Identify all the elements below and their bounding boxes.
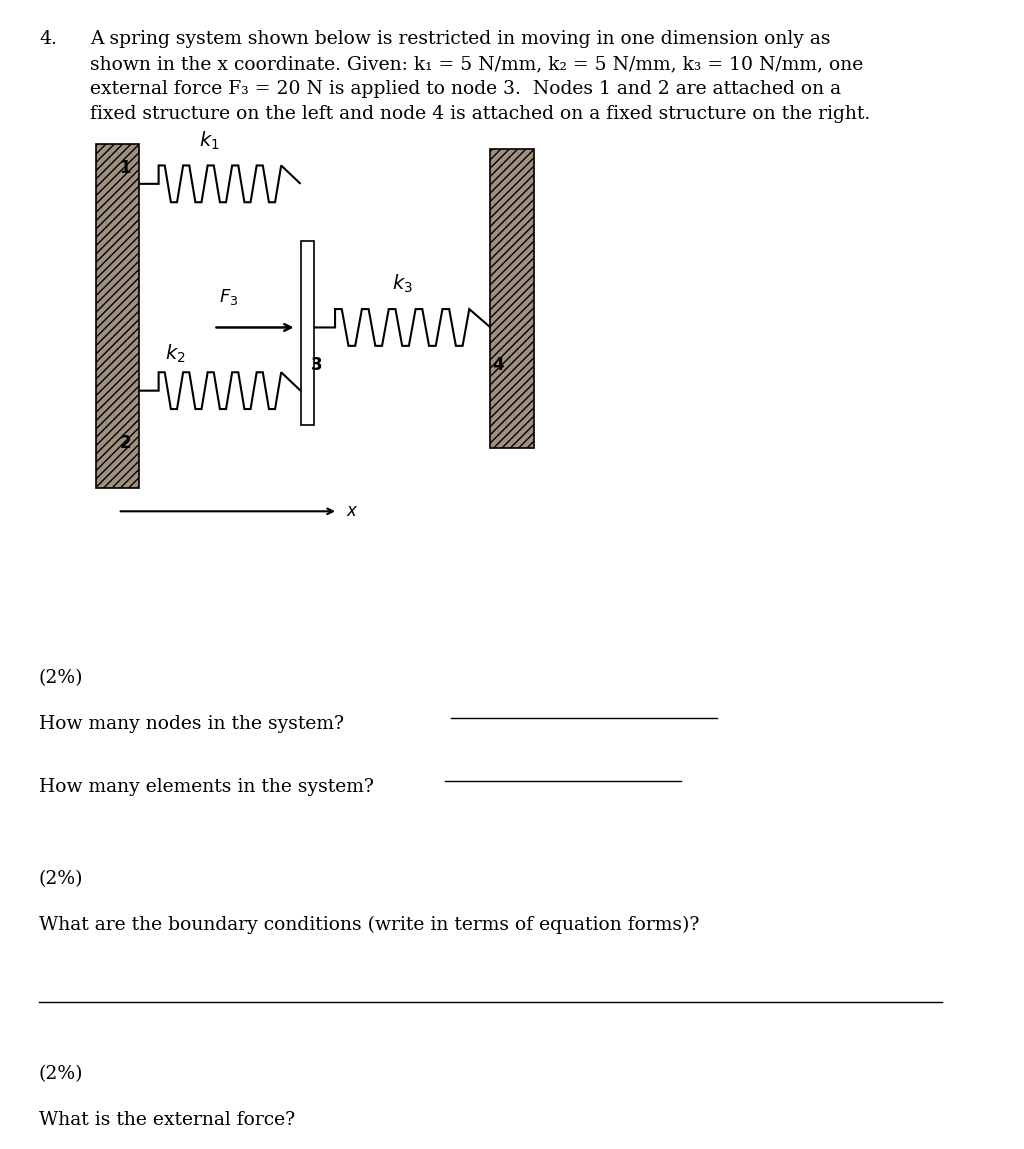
Text: (2%): (2%) (39, 669, 83, 687)
Text: 3: 3 (311, 356, 323, 375)
Text: How many elements in the system?: How many elements in the system? (39, 778, 374, 796)
Text: How many nodes in the system?: How many nodes in the system? (39, 715, 344, 733)
Text: $x$: $x$ (346, 502, 358, 520)
Bar (301, 241, 313, 425)
Text: 2: 2 (120, 434, 131, 453)
Text: What is the external force?: What is the external force? (39, 1111, 295, 1129)
Text: $F_3$: $F_3$ (218, 287, 238, 307)
Bar (96, 144, 139, 488)
Bar (96, 144, 139, 488)
Text: A spring system shown below is restricted in moving in one dimension only as
sho: A spring system shown below is restricte… (90, 30, 870, 123)
Text: $k_3$: $k_3$ (392, 273, 413, 295)
Text: $k_1$: $k_1$ (200, 130, 220, 152)
Bar (490, 149, 534, 448)
Text: 4: 4 (493, 356, 504, 375)
Text: 4.: 4. (39, 30, 56, 48)
Text: (2%): (2%) (39, 1065, 83, 1084)
Text: What are the boundary conditions (write in terms of equation forms)?: What are the boundary conditions (write … (39, 916, 699, 934)
Text: (2%): (2%) (39, 870, 83, 888)
Bar (490, 149, 534, 448)
Text: $k_2$: $k_2$ (165, 344, 185, 365)
Text: 1: 1 (120, 159, 131, 177)
